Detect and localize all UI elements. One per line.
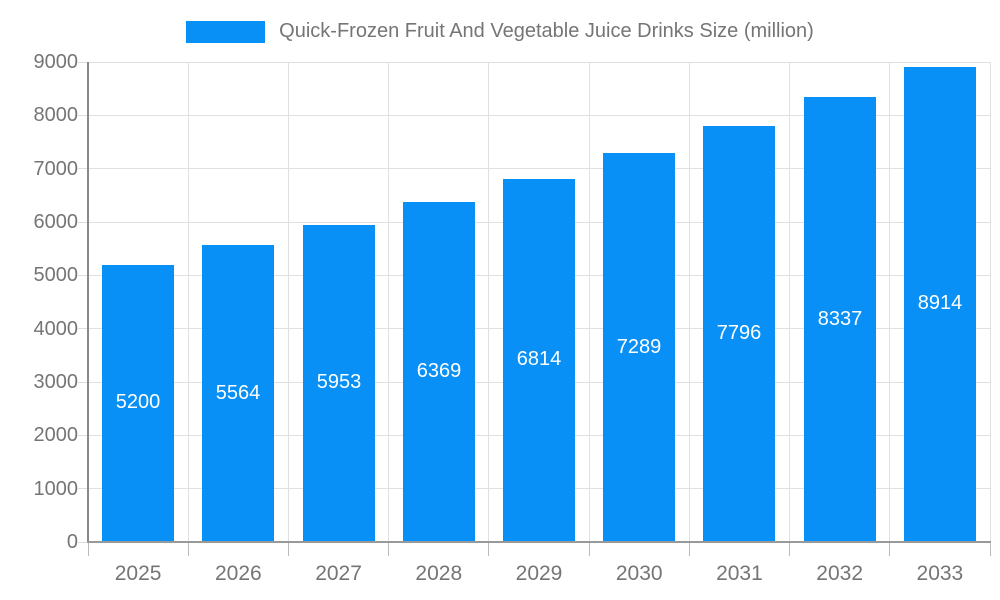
x-axis-label: 2033 — [916, 562, 964, 585]
y-axis-tick — [78, 381, 88, 383]
v-gridline — [187, 62, 189, 542]
x-axis-tick — [588, 542, 590, 556]
bar-2033: 8914 — [904, 66, 976, 541]
y-axis-tick — [78, 541, 88, 543]
legend-item[interactable]: Quick-Frozen Fruit And Vegetable Juice D… — [186, 20, 814, 43]
x-axis-line — [87, 541, 991, 543]
bar-2027: 5953 — [303, 224, 375, 541]
v-gridline — [588, 62, 590, 542]
y-axis-label: 8000 — [33, 104, 79, 127]
bar-value-label: 7289 — [616, 335, 662, 358]
bar-value-label: 6369 — [416, 360, 462, 383]
bar-value-label: 8337 — [817, 307, 863, 330]
bar-2029: 6814 — [503, 178, 575, 541]
y-axis-label: 5000 — [33, 264, 79, 287]
v-gridline — [388, 62, 390, 542]
bar-2028: 6369 — [403, 202, 475, 541]
y-axis-label: 7000 — [33, 157, 79, 180]
legend-swatch — [186, 20, 266, 43]
x-axis-tick — [688, 542, 690, 556]
y-axis-tick — [78, 488, 88, 490]
y-axis-tick — [78, 328, 88, 330]
y-axis-label: 2000 — [33, 424, 79, 447]
v-gridline — [889, 62, 891, 542]
bar-value-label: 8914 — [917, 292, 963, 315]
bar-value-label: 6814 — [516, 348, 562, 371]
x-axis-tick — [287, 542, 289, 556]
bar-2032: 8337 — [804, 97, 876, 541]
bar-2030: 7289 — [603, 153, 675, 541]
h-gridline — [88, 114, 990, 116]
v-gridline — [989, 62, 991, 542]
legend-label: Quick-Frozen Fruit And Vegetable Juice D… — [279, 20, 814, 42]
y-axis-label: 3000 — [33, 371, 79, 393]
y-axis-label: 1000 — [33, 477, 79, 500]
bar-value-label: 7796 — [716, 322, 762, 345]
y-axis-tick — [78, 221, 88, 223]
x-axis-label: 2030 — [615, 562, 663, 585]
x-axis-tick — [789, 542, 791, 556]
y-axis-tick — [78, 434, 88, 436]
y-axis-tick — [78, 168, 88, 170]
x-axis-tick — [187, 542, 189, 556]
x-axis-label: 2025 — [114, 562, 162, 585]
y-axis-tick — [78, 61, 88, 63]
v-gridline — [688, 62, 690, 542]
y-axis-tick — [78, 114, 88, 116]
x-axis-tick — [87, 542, 89, 556]
x-axis-label: 2027 — [315, 562, 362, 585]
bar-value-label: 5564 — [215, 381, 261, 404]
x-axis-tick — [488, 542, 490, 556]
y-axis-label: 6000 — [33, 211, 79, 233]
h-gridline — [88, 61, 990, 63]
y-axis-label: 0 — [66, 531, 78, 553]
y-axis-label: 4000 — [33, 317, 79, 340]
chart-legend: Quick-Frozen Fruit And Vegetable Juice D… — [0, 20, 1000, 43]
v-gridline — [789, 62, 791, 542]
x-axis-label: 2028 — [415, 562, 463, 585]
y-axis-label: 9000 — [33, 51, 79, 73]
x-axis-label: 2026 — [214, 562, 262, 585]
x-axis-tick — [889, 542, 891, 556]
x-axis-label: 2032 — [816, 562, 864, 585]
bar-2031: 7796 — [703, 126, 775, 541]
v-gridline — [287, 62, 289, 542]
y-axis-line — [87, 62, 89, 542]
x-axis-tick — [989, 542, 991, 556]
x-axis-label: 2031 — [716, 562, 763, 585]
v-gridline — [488, 62, 490, 542]
x-axis-tick — [388, 542, 390, 556]
h-gridline — [88, 168, 990, 170]
y-axis-tick — [78, 274, 88, 276]
bar-2025: 5200 — [102, 264, 174, 541]
bar-value-label: 5200 — [115, 391, 161, 414]
x-axis-label: 2029 — [515, 562, 563, 585]
bar-2026: 5564 — [202, 245, 274, 541]
bar-value-label: 5953 — [316, 371, 362, 394]
